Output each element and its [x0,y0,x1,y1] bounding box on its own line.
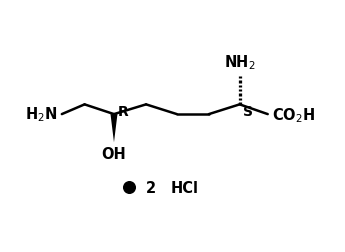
Text: NH$_2$: NH$_2$ [224,53,255,72]
Polygon shape [110,115,117,143]
Text: HCl: HCl [170,180,198,195]
Text: R: R [117,104,128,118]
Text: 2: 2 [146,180,156,195]
Text: H$_2$N: H$_2$N [26,105,58,124]
Text: CO$_2$H: CO$_2$H [272,106,315,124]
Text: OH: OH [102,147,126,162]
Text: S: S [243,104,253,118]
Point [126,185,131,190]
